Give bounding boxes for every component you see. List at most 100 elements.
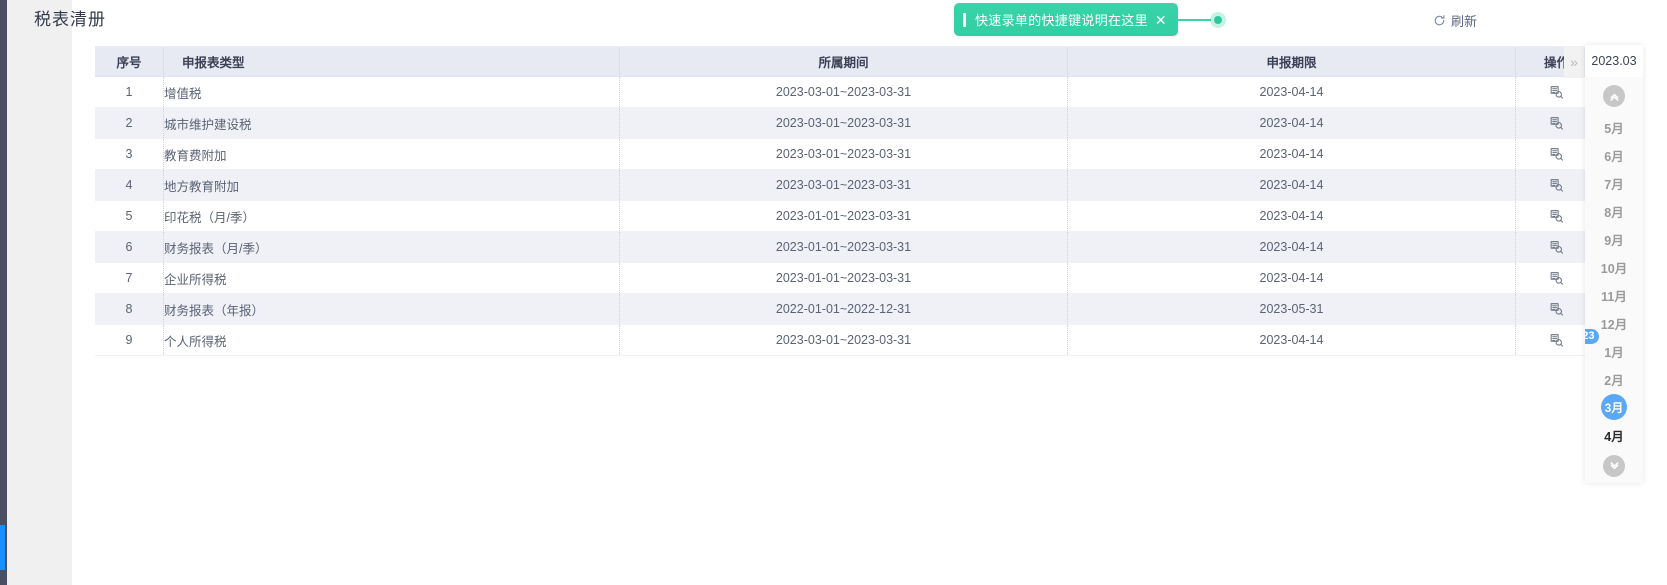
cell-period: 2023-03-01~2023-03-31 — [619, 169, 1068, 201]
column-header-period[interactable]: 所属期间 — [619, 47, 1068, 77]
cell-type: 个人所得税 — [163, 324, 620, 356]
chevron-double-right-icon[interactable]: » — [1564, 46, 1584, 78]
document-search-icon[interactable] — [1549, 146, 1564, 161]
cell-seq: 7 — [95, 262, 164, 294]
cell-seq: 4 — [95, 169, 164, 201]
document-search-icon[interactable] — [1549, 270, 1564, 285]
month-picker-list[interactable]: 5月 6月 7月 8月 9月 10月 11月 12月2023 1月 2月 3月 4月 — [1585, 77, 1643, 483]
month-item-10月[interactable]: 10月 — [1585, 253, 1643, 281]
cell-operation — [1515, 76, 1597, 108]
month-item-label: 5月 — [1604, 121, 1624, 136]
month-item-5月[interactable]: 5月 — [1585, 113, 1643, 141]
month-item-7月[interactable]: 7月 — [1585, 169, 1643, 197]
document-search-icon[interactable] — [1549, 177, 1564, 192]
cell-deadline: 2023-04-14 — [1067, 169, 1516, 201]
month-item-6月[interactable]: 6月 — [1585, 141, 1643, 169]
refresh-button[interactable]: 刷新 — [1433, 11, 1477, 30]
cell-operation — [1515, 200, 1597, 232]
tax-table: 序号 申报表类型 所属期间 申报期限 操作 1 增值税 2023-03-01~202… — [95, 47, 1597, 356]
shortcut-tip-bubble[interactable]: 快速录单的快捷键说明在这里 ✕ — [954, 3, 1178, 36]
month-item-9月[interactable]: 9月 — [1585, 225, 1643, 253]
column-header-type[interactable]: 申报表类型 — [163, 47, 620, 77]
column-header-seq[interactable]: 序号 — [95, 47, 164, 77]
column-header-deadline[interactable]: 申报期限 — [1067, 47, 1516, 77]
document-search-icon[interactable] — [1549, 208, 1564, 223]
month-picker-current-value[interactable]: 2023.03 — [1585, 45, 1643, 77]
cell-seq: 5 — [95, 200, 164, 232]
shortcut-tip: 快速录单的快捷键说明在这里 ✕ — [954, 3, 1226, 36]
cell-operation — [1515, 262, 1597, 294]
tip-connector-line — [1177, 18, 1211, 21]
month-items: 5月 6月 7月 8月 9月 10月 11月 12月2023 1月 2月 3月 4月 — [1585, 113, 1643, 449]
month-item-label: 2月 — [1604, 373, 1624, 388]
table-row[interactable]: 8 财务报表（年报） 2022-01-01~2022-12-31 2023-05-31 — [95, 293, 1597, 325]
month-item-3月[interactable]: 3月 — [1585, 393, 1643, 421]
cell-type: 增值税 — [163, 76, 620, 108]
document-search-icon[interactable] — [1549, 239, 1564, 254]
close-icon[interactable]: ✕ — [1154, 11, 1167, 28]
cell-operation — [1515, 293, 1597, 325]
table-row[interactable]: 4 地方教育附加 2023-03-01~2023-03-31 2023-04-14 — [95, 169, 1597, 201]
cell-operation — [1515, 138, 1597, 170]
table-row[interactable]: 7 企业所得税 2023-01-01~2023-03-31 2023-04-14 — [95, 262, 1597, 294]
cell-deadline: 2023-04-14 — [1067, 76, 1516, 108]
month-item-label: 3月 — [1601, 394, 1627, 420]
month-item-label: 7月 — [1604, 177, 1624, 192]
cell-deadline: 2023-05-31 — [1067, 293, 1516, 325]
cell-deadline: 2023-04-14 — [1067, 262, 1516, 294]
month-item-12月[interactable]: 12月 — [1585, 309, 1643, 337]
year-badge: 2023 — [1585, 329, 1600, 344]
cell-type: 财务报表（年报） — [163, 293, 620, 325]
month-item-label: 4月 — [1604, 429, 1624, 444]
cell-seq: 6 — [95, 231, 164, 263]
cell-period: 2022-01-01~2022-12-31 — [619, 293, 1068, 325]
table-row[interactable]: 3 教育费附加 2023-03-01~2023-03-31 2023-04-14 — [95, 138, 1597, 170]
month-item-label: 1月 — [1604, 345, 1624, 360]
table-row[interactable]: 6 财务报表（月/季） 2023-01-01~2023-03-31 2023-04-1… — [95, 231, 1597, 263]
table-header: 序号 申报表类型 所属期间 申报期限 操作 — [95, 47, 1597, 77]
table-row[interactable]: 9 个人所得税 2023-03-01~2023-03-31 2023-04-14 — [95, 324, 1597, 356]
tip-anchor-dot-inner — [1213, 15, 1222, 24]
cell-seq: 1 — [95, 76, 164, 108]
month-item-4月[interactable]: 4月 — [1585, 421, 1643, 449]
month-item-label: 9月 — [1604, 233, 1624, 248]
cell-seq: 3 — [95, 138, 164, 170]
document-search-icon[interactable] — [1549, 332, 1564, 347]
month-item-label: 8月 — [1604, 205, 1624, 220]
table-row[interactable]: 1 增值税 2023-03-01~2023-03-31 2023-04-14 — [95, 76, 1597, 108]
month-picker-panel: 2023.03 5月 6月 7月 8月 9月 10月 11月 12月2023 1月 2月 3月 4月 — [1585, 45, 1643, 483]
chevron-up-icon[interactable] — [1603, 85, 1625, 107]
refresh-icon — [1433, 14, 1446, 27]
month-item-1月[interactable]: 2023 1月 — [1585, 329, 1643, 365]
cell-seq: 8 — [95, 293, 164, 325]
cell-period: 2023-03-01~2023-03-31 — [619, 324, 1068, 356]
cell-period: 2023-03-01~2023-03-31 — [619, 107, 1068, 139]
cell-seq: 2 — [95, 107, 164, 139]
cell-operation — [1515, 324, 1597, 356]
cell-operation — [1515, 231, 1597, 263]
table-row[interactable]: 5 印花税（月/季） 2023-01-01~2023-03-31 2023-04-14 — [95, 200, 1597, 232]
table-body: 1 增值税 2023-03-01~2023-03-31 2023-04-14 2 城市维护… — [95, 76, 1597, 356]
tip-accent-bar — [963, 12, 966, 27]
chevron-down-icon[interactable] — [1603, 455, 1625, 477]
document-search-icon[interactable] — [1549, 84, 1564, 99]
month-item-label: 6月 — [1604, 149, 1624, 164]
month-item-8月[interactable]: 8月 — [1585, 197, 1643, 225]
cell-type: 地方教育附加 — [163, 169, 620, 201]
document-search-icon[interactable] — [1549, 115, 1564, 130]
cell-period: 2023-01-01~2023-03-31 — [619, 262, 1068, 294]
month-item-2月[interactable]: 2月 — [1585, 365, 1643, 393]
month-item-label: 12月 — [1600, 317, 1628, 332]
cell-seq: 9 — [95, 324, 164, 356]
cell-deadline: 2023-04-14 — [1067, 200, 1516, 232]
table-row[interactable]: 2 城市维护建设税 2023-03-01~2023-03-31 2023-04-14 — [95, 107, 1597, 139]
app-rail-active-indicator — [0, 525, 5, 570]
cell-type: 企业所得税 — [163, 262, 620, 294]
tip-anchor-dot — [1209, 11, 1226, 28]
document-search-icon[interactable] — [1549, 301, 1564, 316]
month-item-11月[interactable]: 11月 — [1585, 281, 1643, 309]
refresh-label: 刷新 — [1450, 14, 1477, 29]
cell-deadline: 2023-04-14 — [1067, 107, 1516, 139]
cell-operation — [1515, 107, 1597, 139]
cell-period: 2023-01-01~2023-03-31 — [619, 231, 1068, 263]
